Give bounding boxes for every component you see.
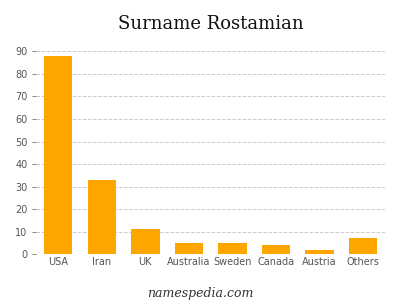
Bar <box>44 56 72 254</box>
Title: Surname Rostamian: Surname Rostamian <box>118 15 304 33</box>
Bar <box>349 238 377 254</box>
Bar <box>175 243 203 254</box>
Bar <box>88 180 116 254</box>
Bar <box>306 250 334 254</box>
Bar <box>131 230 160 254</box>
Text: namespedia.com: namespedia.com <box>147 287 253 300</box>
Bar <box>262 245 290 254</box>
Bar <box>218 243 247 254</box>
